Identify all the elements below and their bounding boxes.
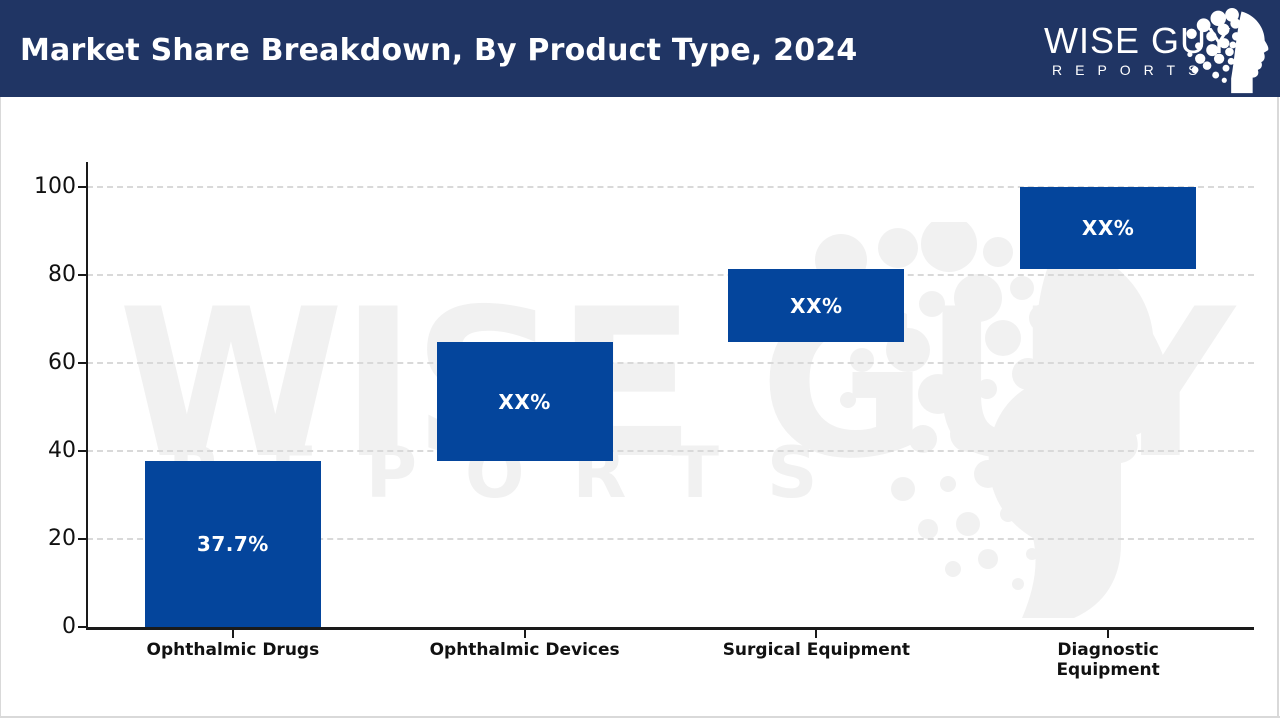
y-tick-mark [78, 186, 87, 188]
logo-subtext: REPORTS [1052, 62, 1211, 78]
gridline-20 [87, 538, 1254, 540]
bar-ophthalmic-devices: XX% [436, 342, 613, 462]
y-tick-label: 0 [62, 614, 76, 639]
x-tick-mark [1107, 630, 1110, 638]
y-tick-mark [78, 450, 87, 452]
x-axis-line [86, 627, 1254, 630]
y-tick-label: 20 [48, 526, 76, 551]
bar-value-label: XX% [498, 389, 551, 414]
y-tick-mark [78, 274, 87, 276]
wiseguy-logo: WISE GUY REPORTS [1038, 4, 1278, 94]
y-tick-label: 40 [48, 438, 76, 463]
gridline-80 [87, 274, 1254, 276]
gridline-100 [87, 186, 1254, 188]
card-border-right [1277, 97, 1279, 718]
x-tick-mark [231, 630, 234, 638]
header: Market Share Breakdown, By Product Type,… [0, 0, 1280, 97]
x-tick-mark [523, 630, 526, 638]
bar-value-label: XX% [1081, 216, 1135, 241]
logo-head-icon [1186, 8, 1269, 94]
y-tick-mark [78, 626, 87, 628]
bar-diagnostic-equipment: XX% [1020, 187, 1197, 270]
y-tick-label: 100 [34, 174, 76, 199]
x-category-label: Diagnostic Equipment [1056, 640, 1160, 680]
gridline-40 [87, 450, 1254, 452]
y-tick-label: 60 [48, 350, 76, 375]
x-category-label: Surgical Equipment [722, 640, 911, 660]
page-title: Market Share Breakdown, By Product Type,… [20, 33, 858, 68]
bar-surgical-equipment: XX% [728, 269, 905, 343]
y-tick-label: 80 [48, 262, 76, 287]
y-tick-mark [78, 362, 87, 364]
y-axis-line [86, 162, 88, 630]
x-category-label: Ophthalmic Devices [429, 640, 620, 660]
x-category-label: Ophthalmic Drugs [146, 640, 320, 660]
bar-value-label: 37.7% [196, 532, 269, 557]
gridline-60 [87, 362, 1254, 364]
x-tick-mark [815, 630, 818, 638]
y-tick-mark [78, 538, 87, 540]
card-border-bottom [0, 716, 1280, 718]
bar-value-label: XX% [790, 293, 843, 318]
bar-ophthalmic-drugs: 37.7% [144, 461, 321, 627]
card-border-left [0, 97, 1, 718]
